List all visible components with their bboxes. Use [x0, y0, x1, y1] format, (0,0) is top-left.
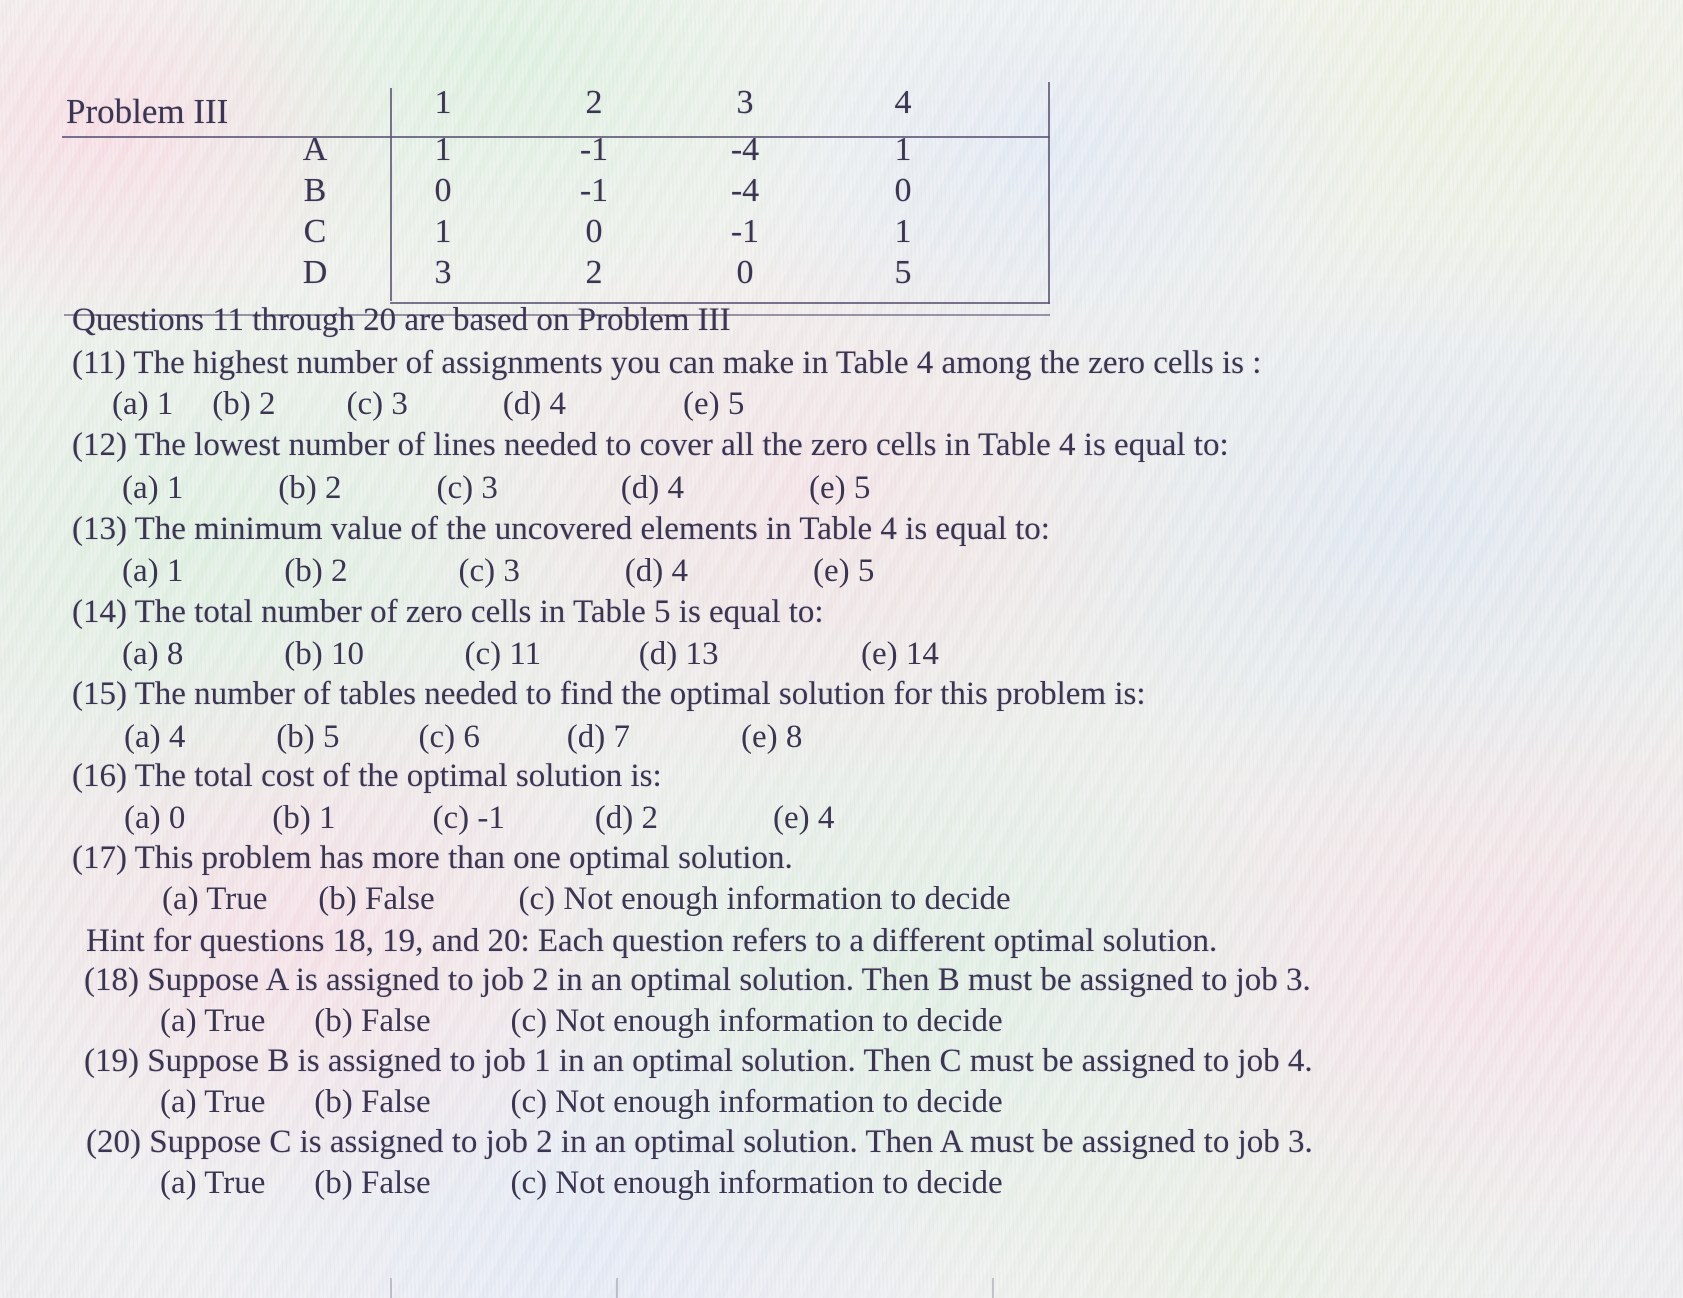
option-13-b[interactable]: (b) 2: [284, 553, 348, 589]
hint-line: Hint for questions 18, 19, and 20: Each …: [86, 923, 1218, 959]
option-16-d[interactable]: (d) 2: [594, 800, 658, 836]
table-column-header-1: 1: [434, 84, 452, 121]
option-20-a[interactable]: (a) True: [160, 1165, 266, 1201]
table-vertical-rule: [390, 88, 392, 301]
table-cell: 2: [585, 254, 603, 291]
question-14-text: (14) The total number of zero cells in T…: [72, 594, 824, 630]
option-18-b[interactable]: (b) False: [314, 1003, 431, 1039]
table-cell: 1: [894, 213, 912, 250]
option-16-e[interactable]: (e) 4: [773, 800, 835, 836]
option-13-c[interactable]: (c) 3: [458, 553, 520, 589]
option-19-a[interactable]: (a) True: [160, 1084, 266, 1120]
table-right-border: [1048, 82, 1050, 304]
cropped-next-table: [380, 1278, 1020, 1298]
question-18-text: (18) Suppose A is assigned to job 2 in a…: [84, 962, 1311, 998]
question-17-options: (a) True (b) False (c) Not enough inform…: [162, 881, 1011, 918]
table-cell: 5: [894, 254, 912, 291]
question-13-options: (a) 1 (b) 2 (c) 3 (d) 4 (e) 5: [122, 553, 874, 590]
option-12-e[interactable]: (e) 5: [809, 470, 871, 506]
option-14-d[interactable]: (d) 13: [638, 636, 719, 672]
option-12-a[interactable]: (a) 1: [122, 470, 184, 506]
option-19-c[interactable]: (c) Not enough information to decide: [510, 1084, 1003, 1120]
table-cell: 1: [434, 213, 452, 250]
question-18-options: (a) True (b) False (c) Not enough inform…: [160, 1003, 1003, 1040]
option-11-e[interactable]: (e) 5: [683, 386, 745, 422]
option-14-a[interactable]: (a) 8: [122, 636, 184, 672]
table-row-label-b: B: [303, 172, 327, 209]
table-row-label-c: C: [303, 213, 327, 250]
option-15-d[interactable]: (d) 7: [566, 719, 630, 755]
problem-iii-table: Problem III 1 2 3 4 A B C D 1 -1 -4 1 0 …: [0, 0, 1683, 320]
table-cell: -1: [579, 172, 609, 209]
option-11-b[interactable]: (b) 2: [212, 386, 276, 422]
question-13-text: (13) The minimum value of the uncovered …: [72, 511, 1050, 547]
question-12-options: (a) 1 (b) 2 (c) 3 (d) 4 (e) 5: [122, 470, 870, 507]
table-underline-rule: [64, 314, 1050, 316]
option-11-a[interactable]: (a) 1: [112, 386, 174, 422]
option-16-a[interactable]: (a) 0: [124, 800, 186, 836]
option-18-c[interactable]: (c) Not enough information to decide: [510, 1003, 1003, 1039]
table-header-rule: [62, 136, 1050, 138]
table-column-header-3: 3: [736, 84, 754, 121]
table-bottom-rule: [390, 302, 1050, 304]
question-12-text: (12) The lowest number of lines needed t…: [72, 427, 1229, 463]
option-15-a[interactable]: (a) 4: [124, 719, 186, 755]
table-cell: 0: [585, 213, 603, 250]
question-14-options: (a) 8 (b) 10 (c) 11 (d) 13 (e) 14: [122, 636, 939, 673]
table-row-label-d: D: [302, 254, 328, 291]
option-15-c[interactable]: (c) 6: [418, 719, 480, 755]
table-cell: -4: [730, 172, 760, 209]
option-14-c[interactable]: (c) 11: [464, 636, 542, 672]
table-cell: 1: [434, 131, 452, 168]
table-column-header-4: 4: [894, 84, 912, 121]
intro-line: Questions 11 through 20 are based on Pro…: [72, 302, 731, 338]
question-19-options: (a) True (b) False (c) Not enough inform…: [160, 1084, 1003, 1121]
table-cell: 0: [736, 254, 754, 291]
question-20-text: (20) Suppose C is assigned to job 2 in a…: [86, 1124, 1313, 1160]
option-17-b[interactable]: (b) False: [318, 881, 435, 917]
option-18-a[interactable]: (a) True: [160, 1003, 266, 1039]
question-11-options: (a) 1 (b) 2 (c) 3 (d) 4 (e) 5: [112, 386, 744, 423]
question-19-text: (19) Suppose B is assigned to job 1 in a…: [84, 1043, 1313, 1079]
table-cell: 3: [434, 254, 452, 291]
option-12-b[interactable]: (b) 2: [278, 470, 342, 506]
option-16-c[interactable]: (c) -1: [432, 800, 505, 836]
option-19-b[interactable]: (b) False: [314, 1084, 431, 1120]
option-20-c[interactable]: (c) Not enough information to decide: [510, 1165, 1003, 1201]
option-17-a[interactable]: (a) True: [162, 881, 268, 917]
option-14-e[interactable]: (e) 14: [861, 636, 939, 672]
option-13-e[interactable]: (e) 5: [813, 553, 875, 589]
option-20-b[interactable]: (b) False: [314, 1165, 431, 1201]
table-cell: 0: [894, 172, 912, 209]
option-11-c[interactable]: (c) 3: [346, 386, 408, 422]
option-14-b[interactable]: (b) 10: [284, 636, 364, 672]
question-15-options: (a) 4 (b) 5 (c) 6 (d) 7 (e) 8: [124, 719, 802, 756]
option-12-c[interactable]: (c) 3: [436, 470, 498, 506]
table-cell: 1: [894, 131, 912, 168]
option-17-c[interactable]: (c) Not enough information to decide: [518, 881, 1011, 917]
question-15-text: (15) The number of tables needed to find…: [72, 676, 1146, 712]
option-15-e[interactable]: (e) 8: [741, 719, 803, 755]
option-13-d[interactable]: (d) 4: [624, 553, 688, 589]
table-title: Problem III: [66, 92, 229, 131]
option-15-b[interactable]: (b) 5: [276, 719, 340, 755]
table-cell: 0: [434, 172, 452, 209]
option-12-d[interactable]: (d) 4: [620, 470, 684, 506]
question-17-text: (17) This problem has more than one opti…: [72, 840, 793, 876]
table-column-header-2: 2: [585, 84, 603, 121]
option-16-b[interactable]: (b) 1: [272, 800, 336, 836]
question-16-options: (a) 0 (b) 1 (c) -1 (d) 2 (e) 4: [124, 800, 834, 837]
table-cell: -1: [730, 213, 760, 250]
question-20-options: (a) True (b) False (c) Not enough inform…: [160, 1165, 1003, 1202]
question-16-text: (16) The total cost of the optimal solut…: [72, 758, 662, 794]
question-11-text: (11) The highest number of assignments y…: [72, 345, 1262, 381]
option-11-d[interactable]: (d) 4: [502, 386, 566, 422]
option-13-a[interactable]: (a) 1: [122, 553, 184, 589]
